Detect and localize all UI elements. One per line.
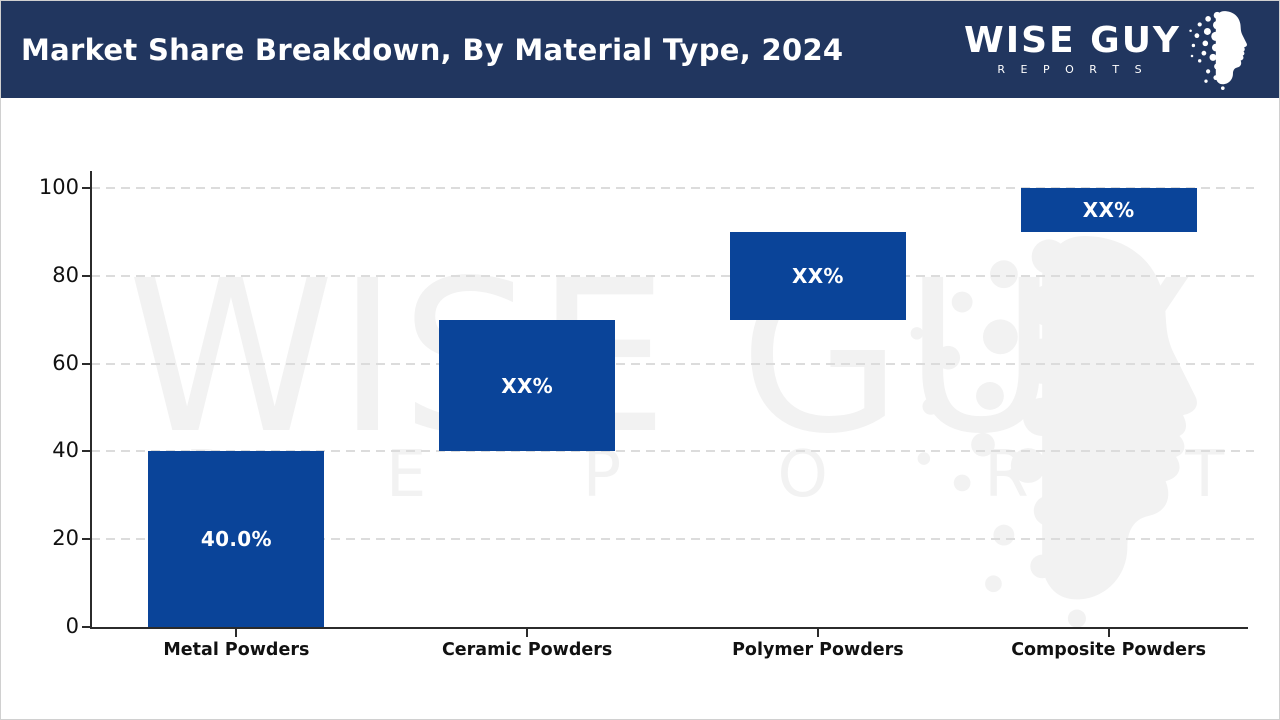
bar-segment: XX%: [439, 319, 616, 452]
y-tick-label: 80: [52, 262, 79, 287]
y-tick-mark: [82, 538, 90, 541]
x-category-label: Ceramic Powders: [441, 640, 613, 660]
y-tick-mark: [82, 450, 90, 453]
logo-text: WISE GUY R E P O R T S: [963, 20, 1181, 77]
gridline: [91, 362, 1254, 365]
y-tick-label: 40: [52, 438, 79, 463]
bar-segment: XX%: [1020, 188, 1197, 232]
bar-value-label: XX%: [501, 373, 554, 398]
x-category-label: Metal Powders: [163, 640, 310, 660]
gridline: [91, 538, 1254, 541]
y-tick-label: 0: [65, 614, 79, 638]
brand-logo: WISE GUY R E P O R T S: [964, 9, 1255, 91]
y-tick-label: 100: [38, 175, 79, 199]
y-tick-label: 60: [52, 350, 79, 375]
y-tick-mark: [82, 626, 90, 628]
y-tick-label: 20: [52, 526, 79, 551]
y-tick-mark: [82, 274, 90, 277]
gridline: [91, 274, 1254, 277]
x-category-label: Polymer Powders: [732, 640, 904, 660]
logo-subtitle: R E P O R T S: [997, 63, 1148, 76]
gridline: [91, 450, 1254, 453]
y-axis-line: [90, 171, 92, 629]
x-tick-mark: [1107, 629, 1110, 637]
x-tick-mark: [526, 629, 529, 637]
logo-wordmark: WISE GUY: [963, 20, 1181, 61]
y-tick-mark: [82, 362, 90, 365]
bar-value-label: XX%: [791, 263, 844, 288]
watermark-wordmark: WISE GUY: [127, 235, 1191, 480]
chart-title: Market Share Breakdown, By Material Type…: [21, 32, 844, 67]
bar-segment: XX%: [729, 231, 906, 320]
bar-segment: 40.0%: [148, 451, 325, 627]
x-axis-line: [90, 627, 1248, 629]
x-tick-mark: [816, 629, 819, 637]
y-tick-mark: [82, 187, 90, 189]
x-tick-mark: [235, 629, 238, 637]
face-profile-icon: [1189, 10, 1247, 90]
x-category-label: Composite Powders: [1011, 640, 1207, 660]
bar-value-label: XX%: [1082, 197, 1135, 222]
bar-value-label: 40.0%: [200, 527, 272, 552]
gridline: [91, 187, 1254, 189]
header-bar: Market Share Breakdown, By Material Type…: [1, 1, 1279, 98]
